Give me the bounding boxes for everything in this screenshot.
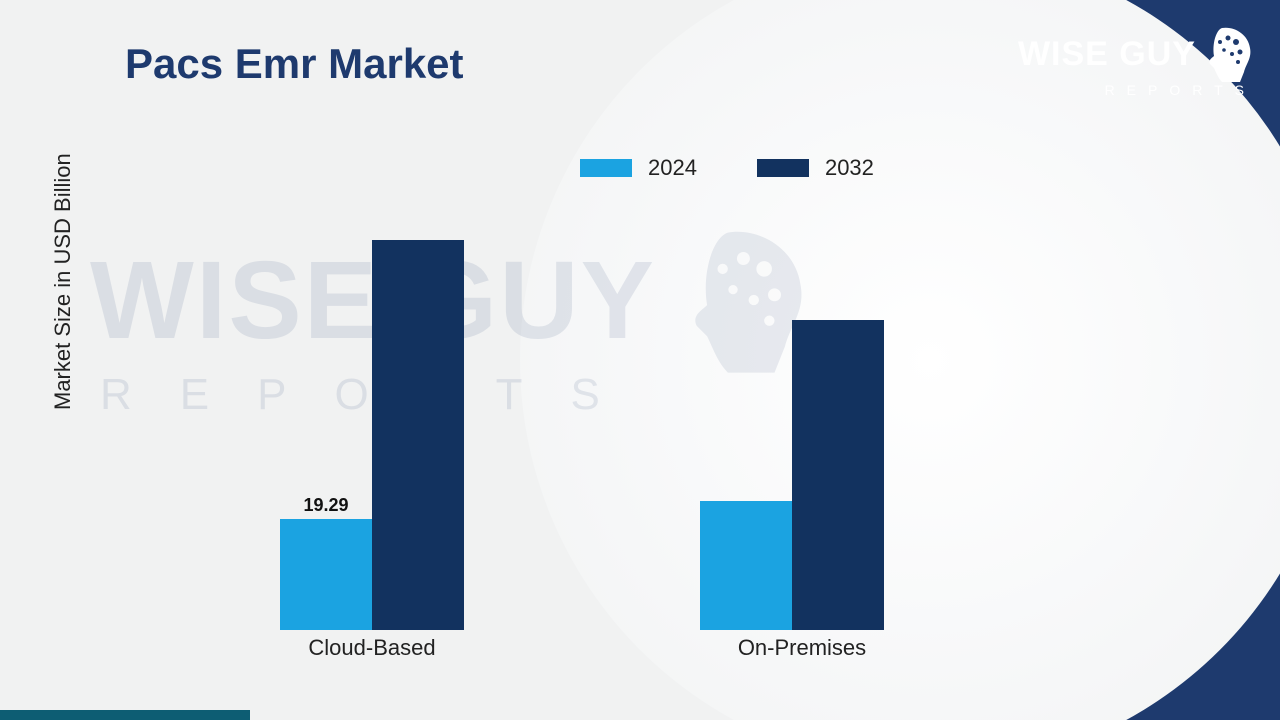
chart-legend: 2024 2032 [580,155,874,181]
bar-value-label: 19.29 [280,495,372,516]
bar-2024 [700,501,792,630]
bar-2032 [792,320,884,630]
brand-logo-sub: REPORTS [1018,82,1256,98]
x-axis-label: On-Premises [690,635,914,661]
legend-item-2024: 2024 [580,155,697,181]
legend-swatch-2024 [580,159,632,177]
chart-title: Pacs Emr Market [125,40,464,88]
chart-container: Market Size in USD Billion 2024 2032 19.… [60,150,960,690]
bar-group: 19.29 [280,240,464,630]
bar-2032 [372,240,464,630]
head-icon [1202,24,1256,84]
footer-accent-bar [0,710,250,720]
x-axis-labels: Cloud-Based On-Premises [110,635,940,665]
y-axis-label: Market Size in USD Billion [50,153,76,410]
page-root: WISE GUY REPORTS WISE GUY [0,0,1280,720]
plot-area: 19.29 [110,200,940,630]
bar-2024: 19.29 [280,519,372,630]
brand-logo: WISE GUY REPORTS [1018,24,1256,98]
legend-label-2024: 2024 [648,155,697,181]
legend-label-2032: 2032 [825,155,874,181]
brand-logo-text: WISE GUY [1018,35,1196,74]
legend-item-2032: 2032 [757,155,874,181]
brand-logo-top: WISE GUY [1018,24,1256,84]
x-axis-label: Cloud-Based [260,635,484,661]
bar-group [700,320,884,630]
legend-swatch-2032 [757,159,809,177]
